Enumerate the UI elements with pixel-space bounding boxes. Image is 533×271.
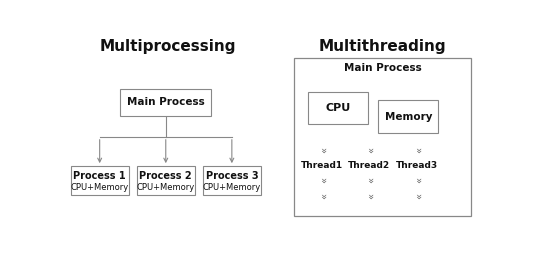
Text: Thread1: Thread1 xyxy=(301,160,343,170)
Text: »: » xyxy=(365,177,374,183)
Text: CPU: CPU xyxy=(326,103,351,113)
Text: »: » xyxy=(365,193,374,199)
Text: Multithreading: Multithreading xyxy=(319,39,447,54)
Text: Thread2: Thread2 xyxy=(349,160,391,170)
Text: CPU+Memory: CPU+Memory xyxy=(203,183,261,192)
Text: Main Process: Main Process xyxy=(344,63,422,73)
Text: »: » xyxy=(317,177,327,183)
FancyBboxPatch shape xyxy=(120,89,211,116)
Text: »: » xyxy=(412,193,422,199)
Text: Process 1: Process 1 xyxy=(74,171,126,181)
FancyBboxPatch shape xyxy=(137,166,195,195)
Text: Process 2: Process 2 xyxy=(140,171,192,181)
Text: »: » xyxy=(317,147,327,153)
FancyBboxPatch shape xyxy=(378,100,438,133)
Text: CPU+Memory: CPU+Memory xyxy=(70,183,129,192)
Text: Multiprocessing: Multiprocessing xyxy=(100,39,236,54)
FancyBboxPatch shape xyxy=(71,166,128,195)
Text: »: » xyxy=(412,177,422,183)
FancyBboxPatch shape xyxy=(294,57,471,216)
Text: CPU+Memory: CPU+Memory xyxy=(136,183,195,192)
Text: Process 3: Process 3 xyxy=(206,171,258,181)
Text: »: » xyxy=(365,147,374,153)
FancyBboxPatch shape xyxy=(308,92,368,124)
Text: Main Process: Main Process xyxy=(127,97,205,107)
FancyBboxPatch shape xyxy=(203,166,261,195)
Text: Thread3: Thread3 xyxy=(396,160,438,170)
Text: »: » xyxy=(317,193,327,199)
Text: »: » xyxy=(412,147,422,153)
Text: Memory: Memory xyxy=(385,111,432,121)
